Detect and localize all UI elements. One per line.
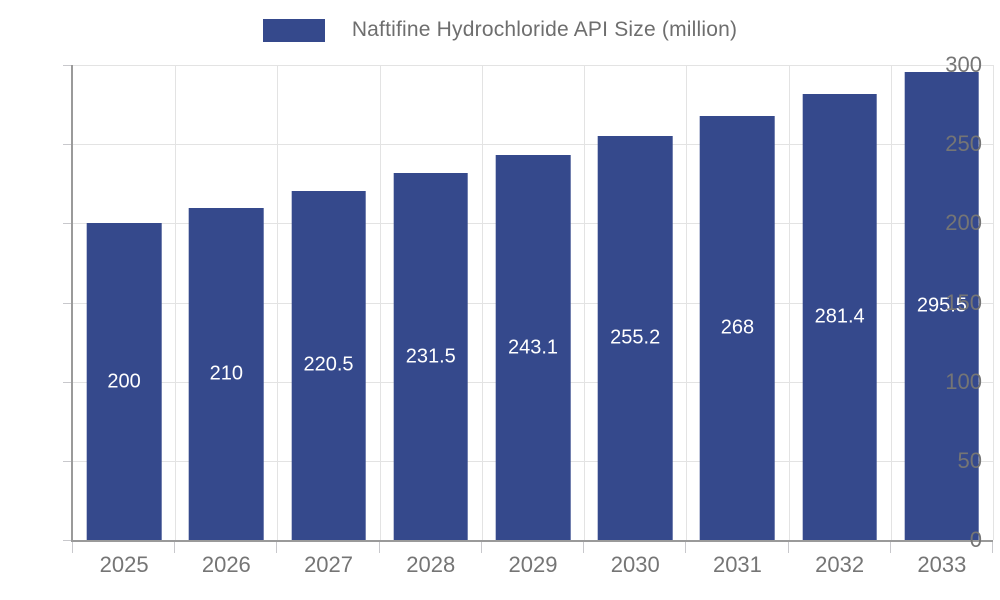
bar-2032[interactable]: 281.4 (802, 94, 877, 540)
x-axis-tick (72, 542, 73, 553)
bar-2033[interactable]: 295.5 (904, 72, 980, 540)
x-axis-tick (992, 542, 993, 553)
bar-value-label: 220.5 (303, 353, 354, 376)
x-axis-tick-label: 2033 (917, 552, 967, 577)
bar-value-label: 243.1 (507, 336, 559, 359)
gridline-vertical (993, 65, 994, 540)
gridline-horizontal (73, 144, 993, 146)
x-axis-tick (889, 542, 891, 553)
y-axis-tick (63, 381, 71, 383)
bar-value-label: 231.5 (405, 345, 456, 368)
x-axis-tick (583, 542, 585, 553)
x-axis-tick-label: 2031 (712, 552, 762, 577)
x-axis-tick-label: 2025 (99, 552, 149, 577)
bar-slot: 255.2 (584, 65, 686, 540)
y-axis-tick-label: 100 (945, 368, 982, 394)
x-axis-tick (276, 542, 278, 553)
gridline-vertical (890, 65, 892, 540)
gridline-vertical (788, 65, 790, 540)
bar-value-label: 200 (107, 370, 141, 393)
bar-2028[interactable]: 231.5 (393, 173, 469, 540)
y-axis-tick-label: 50 (957, 447, 982, 473)
x-axis-tick-label: 2030 (610, 552, 660, 577)
bar-slot: 268 (686, 65, 788, 540)
gridline-vertical (686, 65, 688, 540)
x-axis-tick-label: 2029 (508, 552, 558, 577)
x-axis-tick (378, 542, 380, 553)
gridline-vertical (379, 65, 381, 540)
bar-value-label: 295.5 (916, 294, 967, 317)
legend-label: Naftifine Hydrochloride API Size (millio… (351, 18, 738, 41)
x-axis-tick (787, 542, 789, 553)
x-axis-tick-label: 2028 (406, 552, 456, 577)
bar-value-label: 210 (209, 362, 244, 385)
bar-slot: 220.5 (277, 65, 379, 540)
y-axis-line (71, 65, 73, 540)
x-axis-tick (685, 542, 687, 553)
y-axis-tick-label: 150 (945, 289, 982, 315)
bar-2025[interactable]: 200 (86, 223, 162, 540)
bar-slot: 281.4 (789, 65, 891, 540)
y-axis-tick (63, 223, 71, 225)
bar-value-label: 255.2 (610, 326, 661, 349)
gridline-horizontal (73, 65, 993, 66)
y-axis-tick-label: 200 (945, 210, 982, 236)
y-axis-tick (63, 144, 71, 146)
x-axis-tick-label: 2026 (201, 552, 251, 577)
bar-slot: 295.5 (891, 65, 993, 540)
gridline-vertical (277, 65, 279, 540)
bar-2029[interactable]: 243.1 (495, 155, 571, 540)
y-axis-tick-label: 250 (945, 131, 982, 157)
bar-slot: 200 (73, 65, 175, 540)
x-axis-tick (174, 542, 176, 553)
gridline-vertical (584, 65, 586, 540)
bar-value-label: 281.4 (814, 305, 865, 328)
bar-value-label: 268 (720, 316, 755, 339)
bar-slot: 231.5 (380, 65, 482, 540)
y-axis-tick (63, 65, 71, 66)
bar-slot: 243.1 (482, 65, 584, 540)
y-axis-tick (63, 460, 71, 462)
x-axis-tick-label: 2027 (304, 552, 354, 577)
bar-2031[interactable]: 268 (700, 115, 775, 540)
x-axis-tick-label: 2032 (815, 552, 865, 577)
bar-slot: 210 (175, 65, 277, 540)
legend[interactable]: Naftifine Hydrochloride API Size (millio… (0, 18, 1000, 42)
bar-2026[interactable]: 210 (189, 207, 264, 540)
y-axis-tick-label: 300 (945, 52, 982, 77)
gridline-vertical (175, 65, 177, 540)
gridline-vertical (481, 65, 483, 540)
y-axis-tick-label: 0 (969, 527, 982, 552)
y-axis-tick (63, 302, 71, 304)
bar-2027[interactable]: 220.5 (291, 190, 366, 540)
x-axis-line (71, 540, 993, 542)
y-axis-tick (63, 540, 71, 541)
legend-swatch (262, 18, 325, 42)
bar-2030[interactable]: 255.2 (597, 135, 673, 540)
x-axis-tick (480, 542, 482, 553)
plot-area: 200 210 220.5 231.5 243.1 255.2 268 281.4 295.5 (63, 65, 994, 553)
